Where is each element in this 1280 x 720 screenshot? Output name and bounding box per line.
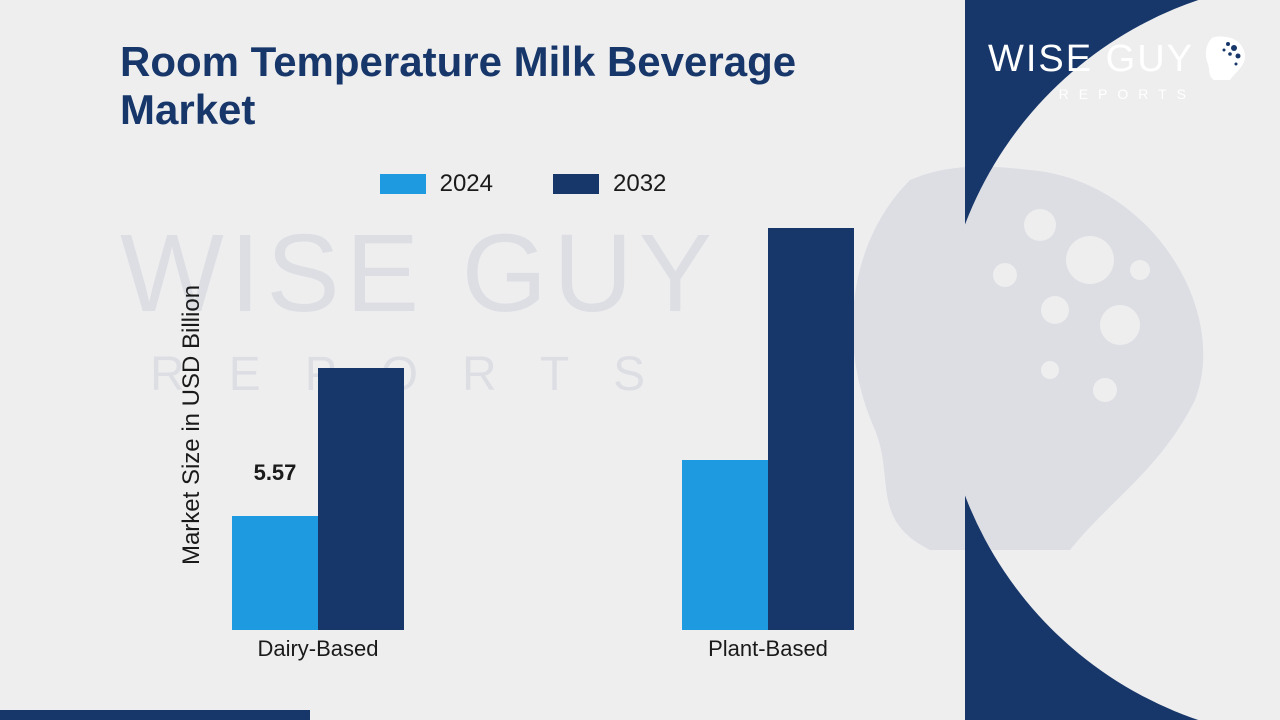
legend-label-2024: 2024	[440, 170, 493, 198]
bar-chart: Market Size in USD Billion 2024 2032 Dai…	[88, 190, 958, 660]
bar-dairy-2032	[318, 368, 404, 630]
plot-area: Dairy-Based 5.57 Plant-Based	[138, 220, 958, 630]
bar-plant-2024	[682, 460, 768, 630]
legend-label-2032: 2032	[613, 170, 666, 198]
legend-swatch-2024	[380, 174, 426, 194]
head-icon	[1200, 34, 1250, 84]
category-label-plant: Plant-Based	[668, 636, 868, 662]
bar-dairy-2024	[232, 516, 318, 630]
category-label-dairy: Dairy-Based	[218, 636, 418, 662]
brand-sub-text: REPORTS	[988, 86, 1196, 102]
page-title: Room Temperature Milk Beverage Market	[120, 38, 840, 135]
brand-logo: WISE GUY REPORTS	[988, 34, 1250, 102]
bottom-accent-bar	[0, 710, 310, 720]
bar-plant-2032	[768, 228, 854, 630]
legend-item-2032: 2032	[553, 170, 666, 198]
legend-item-2024: 2024	[380, 170, 493, 198]
value-label-dairy-2024: 5.57	[254, 460, 297, 486]
canvas: WISE GUY REPORTS Room Temperature Milk B…	[0, 0, 1280, 720]
bar-group-plant: Plant-Based	[668, 220, 868, 630]
brand-main-text: WISE GUY	[988, 38, 1194, 81]
chart-legend: 2024 2032	[88, 170, 958, 198]
bar-group-dairy: Dairy-Based 5.57	[218, 220, 418, 630]
legend-swatch-2032	[553, 174, 599, 194]
